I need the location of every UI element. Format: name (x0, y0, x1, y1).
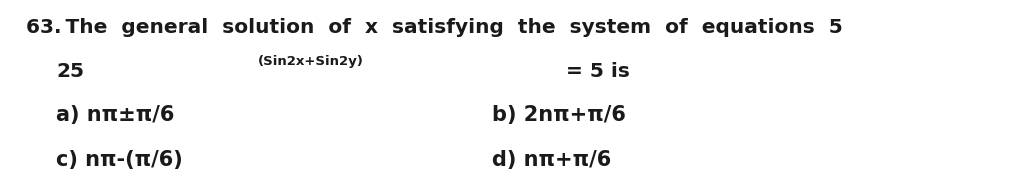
Text: = 5 is: = 5 is (559, 62, 630, 81)
Text: b) 2nπ+π/6: b) 2nπ+π/6 (492, 105, 626, 125)
Text: a) nπ±π/6: a) nπ±π/6 (56, 105, 175, 125)
Text: 63. The  general  solution  of  x  satisfying  the  system  of  equations  5: 63. The general solution of x satisfying… (26, 18, 843, 37)
Text: d) nπ+π/6: d) nπ+π/6 (492, 150, 610, 170)
Text: (Sin2x+Sin2y): (Sin2x+Sin2y) (258, 55, 364, 68)
Text: 25: 25 (56, 62, 84, 81)
Text: c) nπ-(π/6): c) nπ-(π/6) (56, 150, 183, 170)
